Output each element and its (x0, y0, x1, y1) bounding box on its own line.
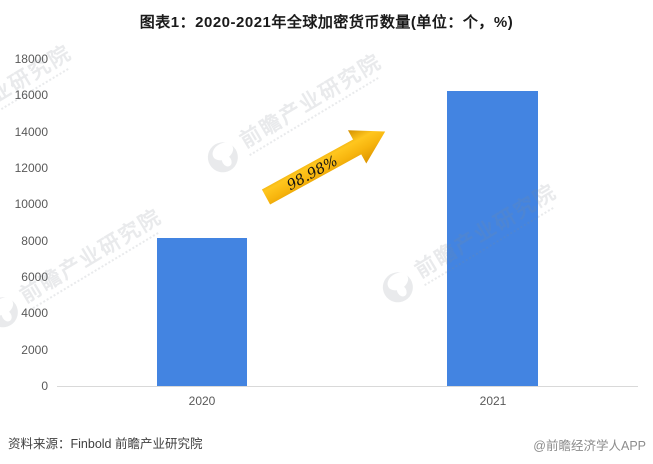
y-tick-label: 4000 (21, 306, 48, 321)
watermark-subtext (29, 232, 159, 312)
watermark-logo-icon (377, 266, 419, 308)
x-tick-label-2021: 2021 (479, 394, 507, 408)
bar-2020 (157, 238, 247, 386)
x-axis-line (57, 386, 638, 387)
y-tick-label: 16000 (14, 88, 48, 103)
growth-arrow: 98.98% (252, 115, 397, 215)
y-tick-label: 12000 (14, 161, 48, 175)
y-tick-label: 14000 (14, 124, 48, 139)
y-tick-label: 6000 (21, 270, 48, 284)
chart-title: 图表1：2020-2021年全球加密货币数量(单位：个，%) (139, 14, 514, 31)
y-tick-label: 10000 (14, 197, 48, 212)
y-tick-label: 18000 (14, 52, 48, 66)
watermark-logo-icon (202, 136, 244, 178)
arrow-shape (261, 130, 386, 205)
credit-text: @前瞻经济学人APP (533, 439, 646, 453)
y-tick-label: 0 (41, 379, 48, 393)
y-tick-label: 2000 (21, 342, 48, 357)
bar-2021 (447, 91, 538, 386)
x-tick-label-2020: 2020 (188, 394, 216, 408)
source-text: 资料来源：Finbold 前瞻产业研究院 (8, 437, 203, 451)
y-tick-label: 8000 (21, 233, 48, 248)
watermark-text: 前瞻产业研究院 (16, 204, 167, 308)
